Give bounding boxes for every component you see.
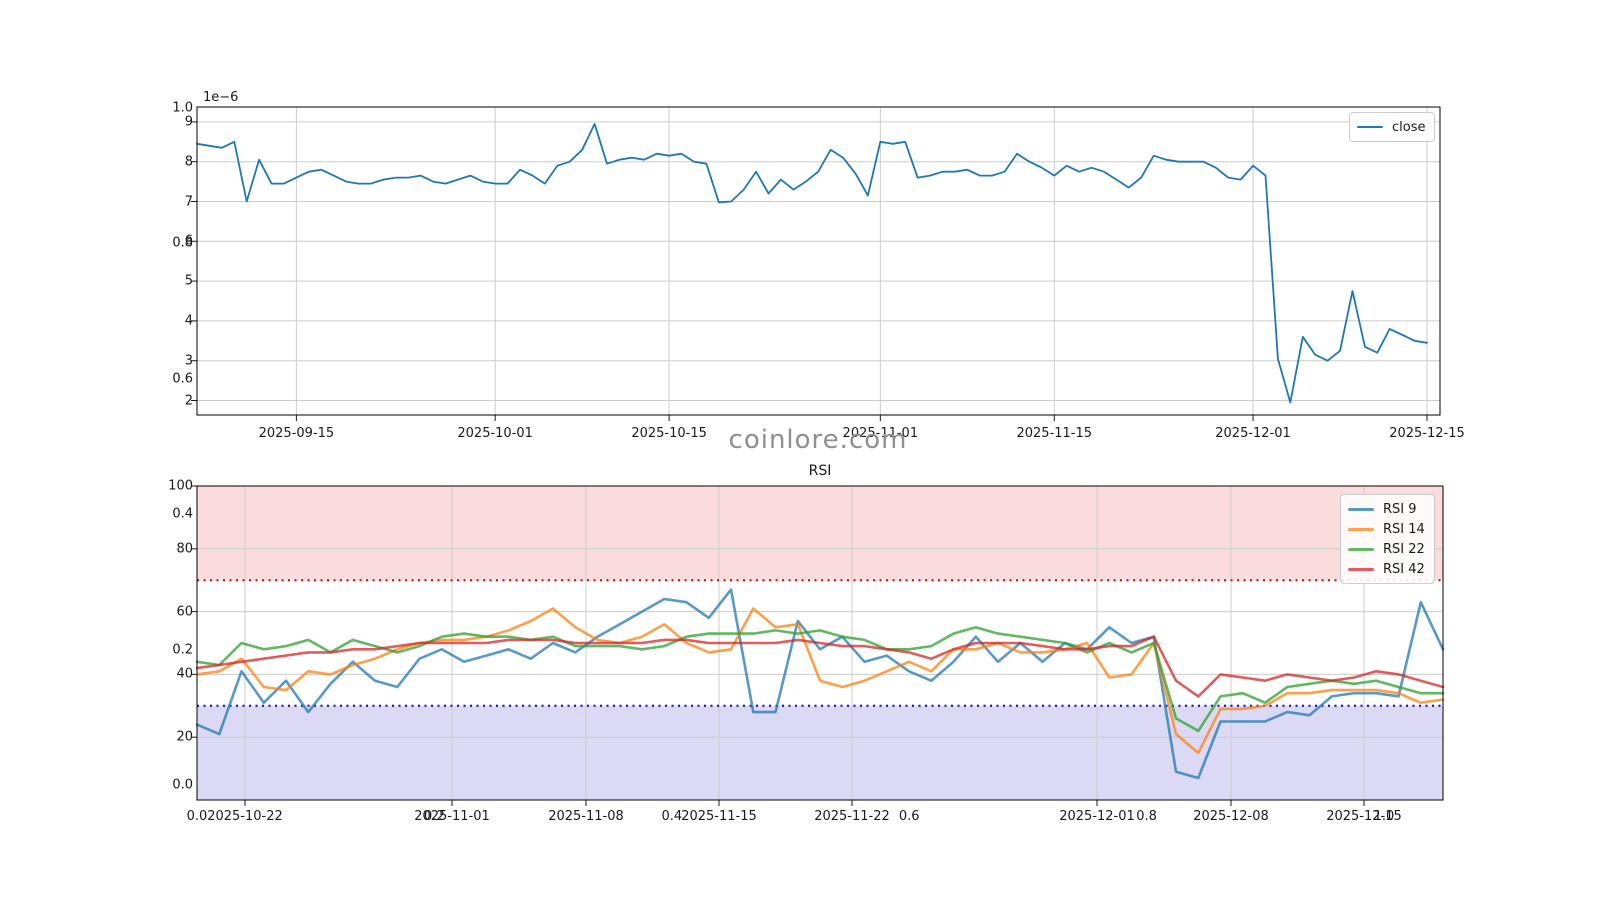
close-chart-x-tick-label: 2025-11-01 (842, 426, 919, 441)
rsi-chart-title: RSI (808, 463, 832, 479)
close-chart-x-tick-label: 2025-11-15 (1016, 426, 1093, 441)
close-chart-x-tick-label: 2025-09-15 (258, 426, 335, 441)
close-chart-frame (196, 106, 1441, 416)
rsi-chart-x-tick-label: 2025-11-01 (414, 809, 490, 824)
background-x-tick-label: 0.2 (424, 809, 445, 824)
background-x-tick-label: 1.0 (1373, 809, 1395, 824)
rsi-chart-y-tick-label: 40 (176, 666, 193, 682)
rsi14-legend-label: RSI 14 (1383, 521, 1425, 537)
legend-item-rsi14: RSI 14 (1348, 519, 1425, 539)
rsi-chart-y-tick-label: 100 (168, 478, 193, 494)
close-chart-legend: close (1349, 112, 1436, 142)
rsi22-legend-label: RSI 22 (1383, 541, 1425, 557)
legend-item-close: close (1357, 117, 1425, 137)
rsi-chart-x-tick-label: 2025-11-15 (681, 809, 757, 824)
legend-item-rsi9: RSI 9 (1348, 499, 1425, 519)
close-chart-x-tick-label: 2025-12-15 (1389, 426, 1465, 441)
rsi-chart-x-tick-label: 2025-12-01 (1059, 809, 1135, 824)
rsi-chart-x-tick-label: 2025-11-22 (814, 809, 890, 824)
close-chart-y-tick-label: 3 (184, 353, 193, 369)
background-y-tick-label: 0.4 (172, 506, 193, 522)
rsi-chart-x-tick-label: 2025-12-08 (1193, 809, 1269, 824)
rsi9-line (195, 588, 1445, 780)
rsi-chart-y-tick-label: 20 (176, 729, 193, 745)
close-chart-x-tick-label: 2025-12-01 (1215, 426, 1291, 441)
rsi14-line (195, 607, 1445, 755)
legend-item-rsi22: RSI 22 (1348, 539, 1425, 559)
legend-item-rsi42: RSI 42 (1348, 559, 1425, 579)
rsi9-line-swatch (1348, 507, 1374, 511)
rsi-chart-x-tick-label: 2025-10-22 (207, 809, 283, 824)
rsi-chart-frame (196, 485, 1444, 801)
close-chart-y-tick-label: 4 (184, 313, 193, 329)
background-y-tick-label: 0.2 (172, 642, 193, 658)
close-chart-x-tick-label: 2025-10-01 (457, 426, 533, 441)
oversold-band (197, 705, 1443, 800)
y-axis-offset-label: 1e−6 (203, 90, 239, 105)
overbought-band (197, 486, 1443, 581)
close-line-swatch (1357, 126, 1383, 128)
background-x-tick-label: 0.6 (898, 809, 920, 824)
close-chart-x-tick-label: 2025-10-15 (631, 426, 707, 441)
background-x-tick-label: 0.0 (186, 809, 208, 824)
close-chart-y-tick-label: 9 (184, 114, 193, 130)
rsi-chart-x-tick-label: 2025-11-08 (548, 809, 624, 824)
close-chart-y-tick-label: 5 (184, 273, 193, 289)
rsi22-line-swatch (1348, 547, 1374, 551)
rsi14-line-swatch (1348, 527, 1374, 531)
close-legend-label: close (1392, 119, 1426, 135)
close-chart-y-tick-label: 6 (184, 233, 193, 249)
background-x-tick-label: 0.4 (661, 809, 683, 824)
close-price-line (196, 123, 1428, 404)
rsi-chart-y-tick-label: 80 (176, 541, 193, 557)
background-y-tick-label: 0.0 (172, 777, 193, 793)
close-chart-y-tick-label: 2 (184, 393, 193, 408)
watermark: coinlore.com (728, 425, 908, 455)
close-chart-y-tick-label: 7 (184, 194, 193, 209)
background-y-tick-label: 0.6 (172, 371, 193, 387)
rsi22-line (195, 625, 1445, 733)
rsi-chart-y-tick-label: 60 (176, 604, 193, 620)
rsi42-legend-label: RSI 42 (1383, 561, 1425, 577)
rsi9-legend-label: RSI 9 (1383, 501, 1417, 517)
background-y-tick-label: 0.8 (172, 235, 193, 251)
close-chart-y-tick-label: 8 (184, 154, 193, 170)
rsi42-line-swatch (1348, 567, 1374, 571)
rsi-chart-legend: RSI 9 RSI 14 RSI 22 RSI 42 (1340, 494, 1435, 584)
rsi42-line (195, 635, 1445, 698)
rsi-chart-x-tick-label: 2025-12-15 (1326, 809, 1402, 824)
background-x-tick-label: 0.8 (1136, 809, 1157, 824)
background-y-tick-label: 1.0 (172, 100, 193, 116)
